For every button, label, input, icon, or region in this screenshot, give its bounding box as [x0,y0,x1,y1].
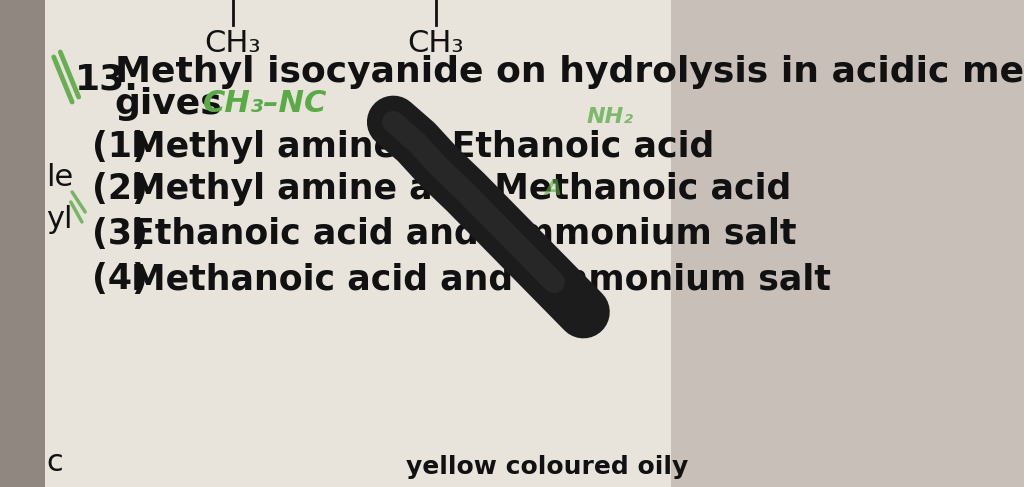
Text: c: c [46,448,62,477]
Text: (1): (1) [92,130,147,164]
Text: (2): (2) [92,172,147,206]
Text: (4): (4) [92,262,147,296]
Text: yellow coloured oily: yellow coloured oily [407,455,689,479]
Text: Methanoic acid and Ammonium salt: Methanoic acid and Ammonium salt [131,262,830,296]
Text: yl: yl [46,205,73,233]
Text: le: le [46,163,73,191]
Text: Ethanoic acid and Ammonium salt: Ethanoic acid and Ammonium salt [131,217,797,251]
Text: NH₂: NH₂ [587,107,634,127]
Text: (3): (3) [92,217,147,251]
Text: Methyl amine and Methanoic acid: Methyl amine and Methanoic acid [131,172,792,206]
Text: CH₃: CH₃ [408,29,464,58]
Bar [0,0,45,487]
Text: gives: gives [115,87,222,121]
Text: CH₃: CH₃ [205,29,261,58]
Text: A: A [544,179,561,199]
Text: Methyl amine & Ethanoic acid: Methyl amine & Ethanoic acid [131,130,715,164]
Text: Methyl isocyanide on hydrolysis in acidic medium: Methyl isocyanide on hydrolysis in acidi… [115,55,1024,89]
Text: 13.: 13. [76,62,139,96]
Text: CH₃–NC: CH₃–NC [203,90,328,118]
